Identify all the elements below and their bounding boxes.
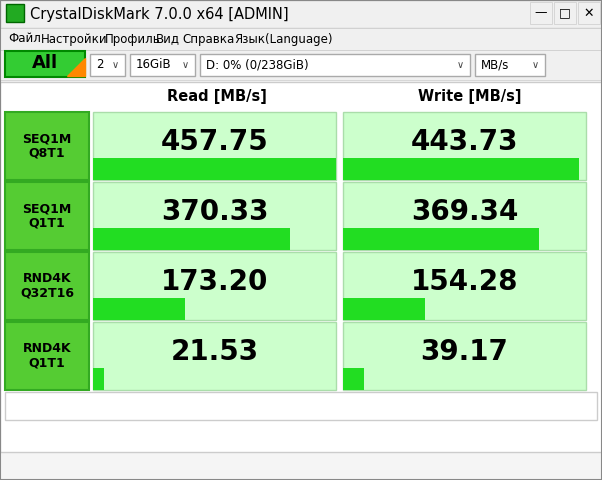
FancyBboxPatch shape <box>5 322 89 390</box>
FancyBboxPatch shape <box>5 392 597 420</box>
Text: ∨: ∨ <box>532 60 539 70</box>
Text: MB/s: MB/s <box>481 59 509 72</box>
Text: 2: 2 <box>96 59 104 72</box>
FancyBboxPatch shape <box>343 322 586 390</box>
Text: —: — <box>535 7 547 20</box>
FancyBboxPatch shape <box>93 252 336 320</box>
Text: Язык(Language): Язык(Language) <box>234 33 332 46</box>
FancyBboxPatch shape <box>343 252 586 320</box>
FancyBboxPatch shape <box>578 2 600 24</box>
FancyBboxPatch shape <box>343 182 586 250</box>
FancyBboxPatch shape <box>343 158 579 180</box>
FancyBboxPatch shape <box>93 112 336 180</box>
Text: 173.20: 173.20 <box>161 268 268 296</box>
Text: RND4K
Q1T1: RND4K Q1T1 <box>23 342 71 370</box>
Text: 370.33: 370.33 <box>161 198 268 226</box>
FancyBboxPatch shape <box>343 368 364 390</box>
Text: 39.17: 39.17 <box>421 338 509 366</box>
FancyBboxPatch shape <box>5 182 89 250</box>
Text: ∨: ∨ <box>456 60 464 70</box>
FancyBboxPatch shape <box>343 228 539 250</box>
FancyBboxPatch shape <box>130 54 195 76</box>
Text: D: 0% (0/238GiB): D: 0% (0/238GiB) <box>206 59 309 72</box>
Text: Вид: Вид <box>156 33 180 46</box>
FancyBboxPatch shape <box>93 298 185 320</box>
Text: ∨: ∨ <box>181 60 188 70</box>
FancyBboxPatch shape <box>0 50 602 80</box>
FancyBboxPatch shape <box>0 82 602 452</box>
FancyBboxPatch shape <box>0 0 602 28</box>
Text: 154.28: 154.28 <box>411 268 518 296</box>
FancyBboxPatch shape <box>343 298 425 320</box>
FancyBboxPatch shape <box>93 322 336 390</box>
Text: Read [MB/s]: Read [MB/s] <box>167 89 267 105</box>
Text: 443.73: 443.73 <box>411 128 518 156</box>
FancyBboxPatch shape <box>5 252 89 320</box>
FancyBboxPatch shape <box>343 112 586 180</box>
Text: ∨: ∨ <box>111 60 119 70</box>
Text: RND4K
Q32T16: RND4K Q32T16 <box>20 272 74 300</box>
Text: SEQ1M
Q1T1: SEQ1M Q1T1 <box>22 202 72 230</box>
FancyBboxPatch shape <box>475 54 545 76</box>
Text: All: All <box>32 54 58 72</box>
FancyBboxPatch shape <box>5 51 85 77</box>
FancyBboxPatch shape <box>530 2 552 24</box>
FancyBboxPatch shape <box>200 54 470 76</box>
Text: SEQ1M
Q8T1: SEQ1M Q8T1 <box>22 132 72 160</box>
Polygon shape <box>67 58 85 76</box>
Text: 457.75: 457.75 <box>161 128 268 156</box>
FancyBboxPatch shape <box>93 228 290 250</box>
Text: Профиль: Профиль <box>105 33 160 46</box>
Text: ✕: ✕ <box>584 7 594 20</box>
FancyBboxPatch shape <box>5 112 89 180</box>
Text: Файл: Файл <box>8 33 41 46</box>
FancyBboxPatch shape <box>554 2 576 24</box>
Text: 21.53: 21.53 <box>170 338 259 366</box>
Text: 16GiB: 16GiB <box>136 59 172 72</box>
Text: Write [MB/s]: Write [MB/s] <box>418 89 522 105</box>
FancyBboxPatch shape <box>90 54 125 76</box>
FancyBboxPatch shape <box>93 368 104 390</box>
Text: Настройки: Настройки <box>41 33 107 46</box>
FancyBboxPatch shape <box>93 182 336 250</box>
Text: Справка: Справка <box>182 33 235 46</box>
FancyBboxPatch shape <box>0 28 602 50</box>
Text: □: □ <box>559 7 571 20</box>
Text: CrystalDiskMark 7.0.0 x64 [ADMIN]: CrystalDiskMark 7.0.0 x64 [ADMIN] <box>30 7 288 22</box>
FancyBboxPatch shape <box>6 4 24 22</box>
FancyBboxPatch shape <box>93 158 336 180</box>
Text: 369.34: 369.34 <box>411 198 518 226</box>
